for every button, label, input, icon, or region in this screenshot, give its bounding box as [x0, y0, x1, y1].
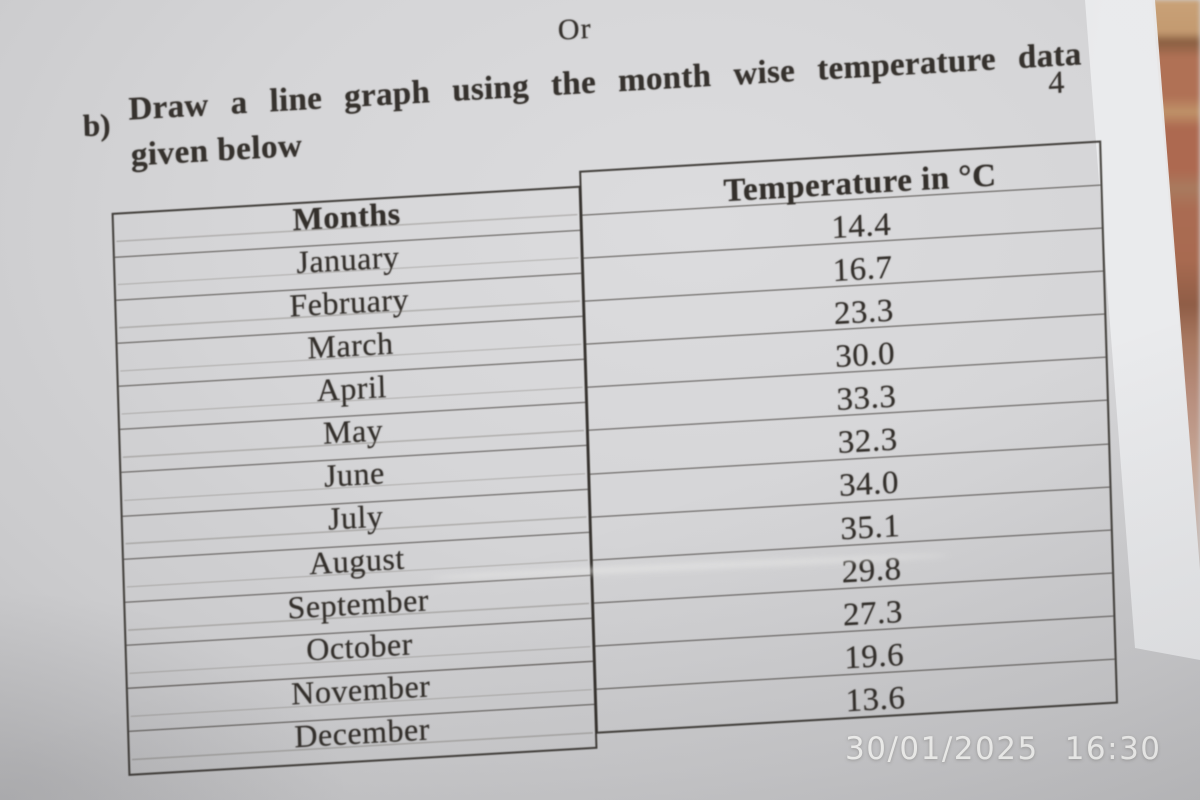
camera-timestamp: 30/01/2025 16:30 [845, 731, 1162, 767]
question-text-continued: given below [130, 127, 303, 174]
question-text: Draw a line graph using the month wise t… [127, 36, 1083, 128]
or-separator-label: Or [557, 11, 593, 47]
timestamp-time: 16:30 [1064, 731, 1162, 767]
temperature-column: Temperature in °C 14.4 16.7 23.3 30.0 33.3 32.… [579, 140, 1119, 734]
timestamp-date: 30/01/2025 [845, 731, 1039, 767]
question-part-label: b) [82, 106, 112, 144]
marks-label: 4 [1047, 63, 1065, 101]
months-column: Months January February March April May June Ju… [111, 185, 598, 776]
